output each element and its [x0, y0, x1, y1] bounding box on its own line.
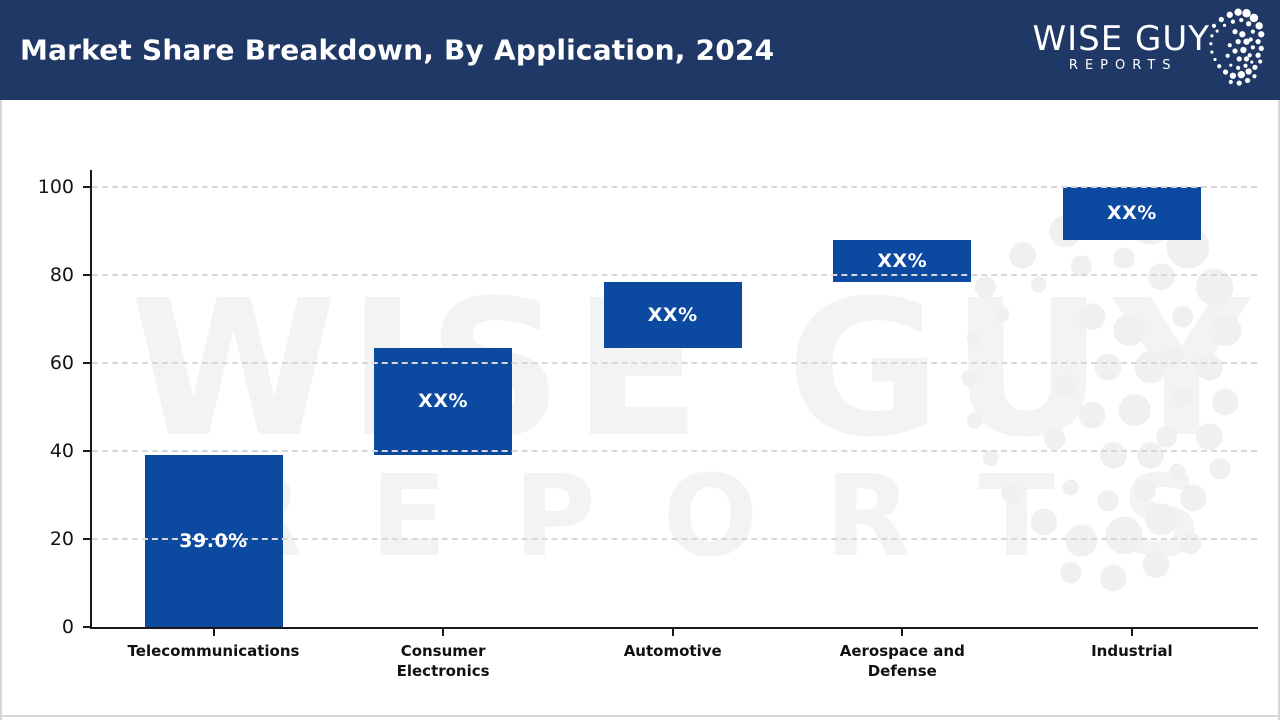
gridline: [92, 274, 1257, 276]
y-tick: [83, 626, 90, 628]
bar: [1062, 187, 1201, 240]
plot: 0 20 40 60 80 100 39.0% Telecommunications XX% Co…: [2, 100, 1278, 720]
y-tick-label: 80: [49, 264, 74, 286]
x-tick: [212, 629, 215, 636]
bar-value-label: XX%: [647, 303, 698, 326]
x-tick: [442, 629, 445, 636]
y-tick: [83, 186, 90, 188]
bar: [144, 455, 283, 627]
x-category-label: Automotive: [623, 642, 722, 660]
bar-value-label: XX%: [1106, 202, 1157, 225]
y-tick-label: 60: [49, 352, 74, 374]
logo-wordmark: WISE GUY: [1032, 19, 1210, 59]
watermark: WISE GUY R E P O R T S: [2, 100, 1278, 720]
x-tick: [1130, 629, 1133, 636]
logo-subtitle: REPORTS: [1068, 58, 1178, 73]
bar: [603, 281, 742, 348]
bar-value-label: XX%: [418, 390, 469, 413]
y-tick-label: 0: [61, 616, 74, 638]
bottom-rule: [2, 715, 1278, 717]
y-tick: [83, 362, 90, 364]
y-axis-line: [90, 170, 92, 629]
y-tick-label: 100: [37, 176, 74, 198]
gridline: [92, 362, 1257, 364]
chart-area: WISE GUY R E P O R T S 0 20 40 60 80 100 39.0%…: [0, 100, 1280, 720]
x-category-label: Aerospace and Defense: [839, 642, 965, 681]
header: Market Share Breakdown, By Application, …: [0, 0, 1280, 100]
y-tick-label: 40: [49, 440, 74, 462]
x-axis-line: [90, 627, 1258, 629]
x-tick: [901, 629, 904, 636]
y-tick: [83, 538, 90, 540]
x-category-label: Industrial: [1091, 642, 1173, 660]
wiseguy-logo: WISE GUY REPORTS: [1018, 0, 1268, 100]
y-tick: [83, 450, 90, 452]
bar-value-label: 39.0%: [179, 530, 248, 553]
bar: [374, 347, 513, 456]
wiseguy-logo-text: WISE GUY REPORTS: [1032, 22, 1210, 73]
gridline: [92, 450, 1257, 452]
x-category-label: Consumer Electronics: [396, 642, 490, 681]
y-tick-label: 20: [49, 528, 74, 550]
bar-value-label: XX%: [877, 249, 928, 272]
wiseguy-face-icon: [1209, 8, 1265, 86]
y-tick: [83, 274, 90, 276]
x-tick: [671, 629, 674, 636]
gridline: [92, 538, 1257, 540]
gridline: [92, 186, 1257, 188]
page-title: Market Share Breakdown, By Application, …: [20, 33, 775, 67]
x-category-label: Telecommunications: [127, 642, 300, 660]
